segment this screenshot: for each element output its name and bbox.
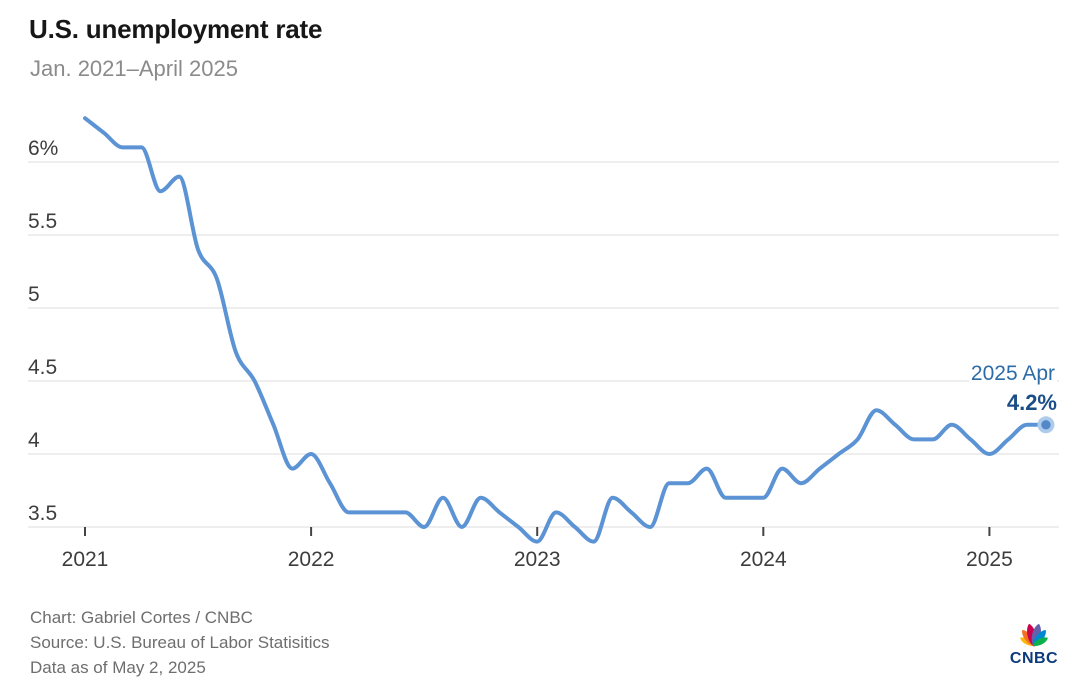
peacock-feather-green	[1032, 637, 1048, 646]
page-title: U.S. unemployment rate	[29, 14, 323, 44]
x-axis-tick-label: 2023	[514, 548, 561, 571]
x-axis-tick-label: 2024	[740, 548, 787, 571]
chart-footer: Chart: Gabriel Cortes / CNBC Source: U.S…	[30, 605, 330, 680]
y-axis-tick-label: 5	[28, 283, 40, 306]
endpoint-annotation: 2025 Apr 4.2%	[800, 361, 1057, 417]
footer-credit: Chart: Gabriel Cortes / CNBC	[30, 608, 253, 627]
footer-data-date: Data as of May 2, 2025	[30, 658, 206, 677]
y-axis-tick-label: 3.5	[28, 502, 57, 525]
footer-source: Source: U.S. Bureau of Labor Statisitics	[30, 633, 330, 652]
y-axis-tick-label: 5.5	[28, 210, 57, 233]
annotation-value-label: 4.2%	[1006, 390, 1057, 416]
annotation-date-label: 2025 Apr	[968, 361, 1057, 388]
endpoint-marker-dot	[1041, 420, 1051, 430]
x-axis-tick-label: 2022	[288, 548, 335, 571]
y-axis-tick-label: 6%	[28, 137, 58, 160]
x-axis-tick-label: 2025	[966, 548, 1013, 571]
page-subtitle: Jan. 2021–April 2025	[30, 56, 238, 81]
y-axis-tick-label: 4	[28, 429, 40, 452]
x-axis-tick-label: 2021	[62, 548, 109, 571]
cnbc-wordmark: CNBC	[1009, 650, 1059, 667]
cnbc-logo: CNBC	[1004, 608, 1064, 668]
y-axis-tick-label: 4.5	[28, 356, 57, 379]
nbc-peacock-icon	[1020, 623, 1048, 647]
unemployment-rate-line	[83, 116, 1048, 544]
